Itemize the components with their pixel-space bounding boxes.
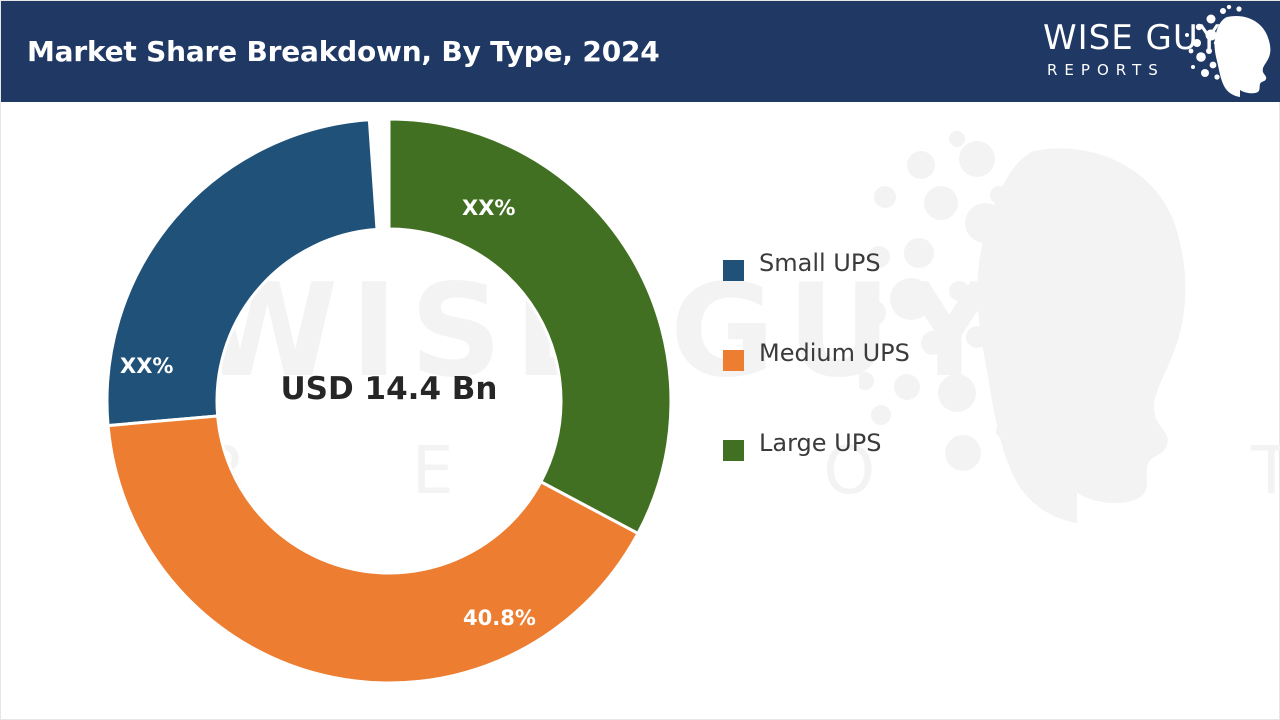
legend-swatch-medium-ups (723, 350, 744, 371)
slice-label-medium-ups: 40.8% (463, 606, 536, 630)
legend-swatch-large-ups (723, 440, 744, 461)
logo-line1-text: WISE GUY (1043, 18, 1221, 58)
legend-label-medium-ups: Medium UPS (759, 339, 910, 367)
logo-line2-text: REPORTS (1047, 61, 1165, 79)
legend-item-large-ups[interactable]: Large UPS (723, 429, 1013, 519)
legend-swatch-small-ups (723, 260, 744, 281)
legend-item-medium-ups[interactable]: Medium UPS (723, 339, 1013, 429)
logo-head-icon (1185, 5, 1271, 98)
donut-chart: XX% 40.8% XX% USD 14.4 Bn (107, 119, 671, 683)
legend-label-small-ups: Small UPS (759, 249, 881, 277)
donut-slice-small-ups[interactable] (107, 119, 379, 428)
header-bar: Market Share Breakdown, By Type, 2024 WI… (1, 1, 1280, 102)
wise-guy-reports-logo: WISE GUY REPORTS (1043, 5, 1271, 98)
chart-legend: Small UPS Medium UPS Large UPS (723, 249, 1013, 519)
slice-label-small-ups: XX% (120, 354, 174, 378)
donut-center-value: USD 14.4 Bn (280, 371, 498, 407)
donut-chart-svg (107, 119, 671, 683)
slice-label-large-ups: XX% (462, 196, 516, 220)
donut-slices (107, 119, 671, 683)
legend-label-large-ups: Large UPS (759, 429, 882, 457)
donut-slice-large-ups[interactable] (387, 119, 671, 536)
page-title: Market Share Breakdown, By Type, 2024 (27, 35, 660, 68)
legend-item-small-ups[interactable]: Small UPS (723, 249, 1013, 339)
donut-slice-medium-ups[interactable] (107, 414, 641, 683)
